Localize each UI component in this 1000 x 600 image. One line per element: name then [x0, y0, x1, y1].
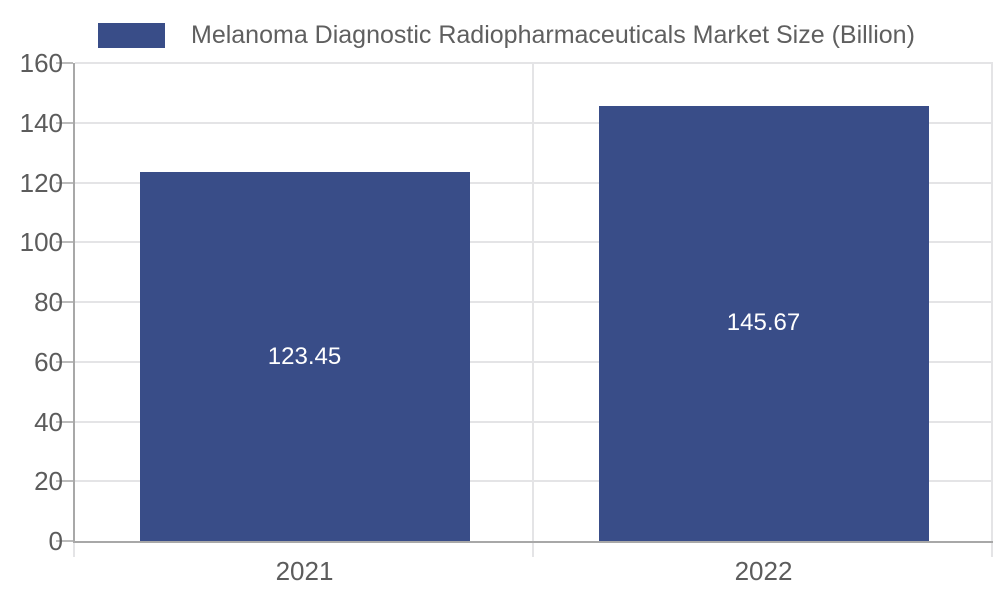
bar-value-label-2022: 145.67: [726, 309, 801, 337]
y-axis-tick-120: [56, 181, 73, 184]
y-axis-tick-60: [56, 360, 73, 363]
x-axis-tick-0: [73, 543, 75, 557]
category-boundary-line-2: [991, 63, 993, 541]
plot-area: 123.45 145.67: [56, 62, 993, 557]
y-axis-line: [73, 63, 75, 541]
x-tick-label-2022: 2022: [734, 556, 793, 586]
gridline-y-140: [75, 121, 993, 124]
x-axis-tick-2: [991, 543, 993, 557]
category-boundary-line-1: [532, 63, 534, 541]
x-tick-label-2021: 2021: [275, 556, 334, 586]
legend-swatch-icon: [98, 22, 165, 48]
y-tick-label-100: 100: [19, 227, 63, 258]
y-tick-label-80: 80: [34, 287, 63, 317]
y-tick-label-160: 160: [19, 48, 63, 78]
x-axis-tick-1: [532, 543, 534, 557]
y-axis-tick-0: [56, 540, 73, 542]
y-axis-tick-140: [56, 121, 73, 124]
y-tick-label-40: 40: [34, 406, 63, 437]
legend-item[interactable]: Melanoma Diagnostic Radiopharmaceuticals…: [98, 21, 915, 49]
gridline-y-160: [75, 62, 993, 64]
gridline-y-120: [75, 181, 993, 184]
y-axis-tick-40: [56, 420, 73, 423]
gridline-y-60: [75, 360, 993, 363]
y-axis-tick-160: [56, 62, 73, 64]
y-tick-label-60: 60: [34, 346, 63, 377]
gridline-y-40: [75, 420, 993, 423]
x-axis-line: [73, 541, 993, 543]
y-tick-label-0: 0: [48, 526, 63, 556]
bar-value-label-2021: 123.45: [267, 342, 342, 370]
gridline-y-80: [75, 301, 993, 303]
y-tick-label-140: 140: [19, 107, 63, 138]
legend-label: Melanoma Diagnostic Radiopharmaceuticals…: [191, 21, 915, 49]
y-axis-tick-20: [56, 480, 73, 483]
y-axis-tick-80: [56, 301, 73, 303]
y-tick-label-20: 20: [34, 466, 63, 497]
y-axis-tick-100: [56, 241, 73, 244]
gridline-y-100: [75, 241, 993, 244]
gridline-y-20: [75, 480, 993, 483]
bar-2022[interactable]: 145.67: [598, 105, 929, 541]
bar-2021[interactable]: 123.45: [139, 172, 470, 541]
y-tick-label-120: 120: [19, 167, 63, 198]
